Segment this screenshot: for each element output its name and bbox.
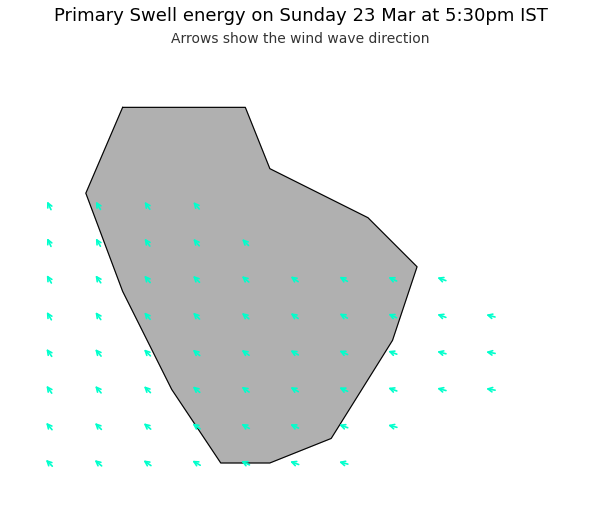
Polygon shape xyxy=(86,108,417,463)
Text: Primary Swell energy on Sunday 23 Mar at 5:30pm IST: Primary Swell energy on Sunday 23 Mar at… xyxy=(53,7,548,25)
Text: Arrows show the wind wave direction: Arrows show the wind wave direction xyxy=(171,32,430,46)
